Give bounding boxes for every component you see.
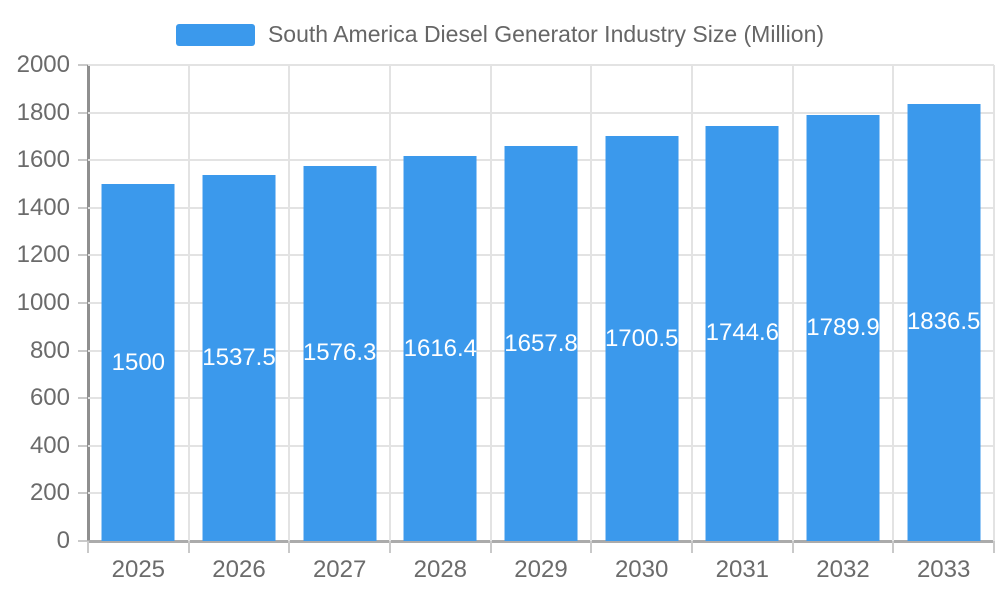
y-tick-mark xyxy=(78,64,88,66)
y-tick-label: 400 xyxy=(29,431,70,459)
x-tick-label: 2027 xyxy=(312,556,367,583)
y-tick-label: 1000 xyxy=(16,289,70,316)
x-tick-label: 2033 xyxy=(916,556,971,583)
bar-value-label: 1836.5 xyxy=(906,308,981,336)
x-tick-label: 2025 xyxy=(111,556,166,583)
x-tick-mark xyxy=(187,541,190,553)
bar-value-label: 1700.5 xyxy=(604,324,679,352)
bar-value-label: 1616.4 xyxy=(403,334,478,362)
y-tick-label: 600 xyxy=(29,384,70,412)
y-tick-label: 1200 xyxy=(16,241,70,269)
x-tick-mark xyxy=(690,541,693,553)
x-tick-label: 2032 xyxy=(816,556,870,583)
bar[interactable]: 1836.5 xyxy=(906,103,981,541)
bar[interactable]: 1500 xyxy=(101,184,175,541)
h-gridline xyxy=(88,64,994,66)
bar-value-label: 1500 xyxy=(111,348,166,376)
bar-value-label: 1576.3 xyxy=(302,339,377,367)
h-gridline xyxy=(88,111,994,114)
bar-value-label: 1744.6 xyxy=(705,319,780,347)
bar[interactable]: 1657.8 xyxy=(504,146,578,541)
v-gridline xyxy=(187,65,190,541)
v-gridline xyxy=(690,65,693,541)
x-tick-mark xyxy=(993,541,995,553)
y-tick-mark xyxy=(78,540,88,542)
x-tick-label: 2030 xyxy=(614,556,669,583)
legend-label: South America Diesel Generator Industry … xyxy=(267,21,825,47)
y-tick-label: 2000 xyxy=(16,51,70,78)
y-tick-mark xyxy=(78,254,88,257)
x-axis-line xyxy=(87,540,995,543)
y-tick-mark xyxy=(78,349,88,352)
bar[interactable]: 1576.3 xyxy=(302,165,377,541)
y-tick-label: 1800 xyxy=(16,98,70,126)
y-tick-mark xyxy=(78,397,88,400)
y-tick-mark xyxy=(78,159,88,162)
y-tick-mark xyxy=(78,302,88,304)
plot-area: 1500 1537.5 1576.3 1616.4 1657.8 1700.5 1744.6… xyxy=(87,64,995,543)
x-axis-ticks xyxy=(87,541,995,553)
bar-value-label: 1657.8 xyxy=(504,329,578,357)
y-tick-mark xyxy=(78,206,88,209)
x-tick-label: 2029 xyxy=(514,556,568,583)
x-tick-mark xyxy=(489,541,492,553)
y-tick-mark xyxy=(78,492,88,495)
v-gridline xyxy=(489,65,492,541)
legend[interactable]: South America Diesel Generator Industry … xyxy=(0,21,1000,48)
v-gridline xyxy=(892,65,895,541)
x-tick-mark xyxy=(288,541,291,553)
x-tick-mark xyxy=(590,541,593,553)
x-tick-label: 2026 xyxy=(212,556,266,583)
x-tick-label: 2031 xyxy=(715,556,770,583)
v-gridline xyxy=(288,65,291,541)
x-tick-mark xyxy=(791,541,794,553)
v-gridline xyxy=(993,65,995,541)
y-tick-label: 1400 xyxy=(16,193,70,221)
y-axis-ticks xyxy=(78,64,88,542)
x-tick-label: 2028 xyxy=(413,556,468,583)
y-axis-labels: 0 200 400 600 800 1000 1200 1400 1600 1800 2000 xyxy=(0,51,70,554)
y-tick-mark xyxy=(78,444,88,447)
y-tick-label: 800 xyxy=(29,336,70,364)
y-tick-label: 200 xyxy=(29,479,70,507)
bar[interactable]: 1700.5 xyxy=(605,136,678,541)
y-tick-mark xyxy=(78,111,88,114)
bar[interactable]: 1744.6 xyxy=(705,125,780,541)
y-tick-label: 1600 xyxy=(16,146,70,174)
bar[interactable]: 1789.9 xyxy=(806,115,880,541)
x-axis-labels: 2025 2026 2027 2028 2029 2030 2031 2032 2033 xyxy=(88,556,994,588)
v-gridline xyxy=(388,65,391,541)
bar[interactable]: 1616.4 xyxy=(404,156,477,541)
v-gridline xyxy=(791,65,794,541)
x-tick-mark xyxy=(388,541,391,553)
y-tick-label: 0 xyxy=(56,527,70,554)
x-tick-mark xyxy=(87,541,89,553)
v-gridline xyxy=(590,65,593,541)
bar[interactable]: 1537.5 xyxy=(202,175,276,541)
legend-swatch-icon xyxy=(175,23,255,46)
x-tick-mark xyxy=(892,541,895,553)
bar-value-label: 1789.9 xyxy=(806,314,880,341)
bar-value-label: 1537.5 xyxy=(202,344,276,372)
